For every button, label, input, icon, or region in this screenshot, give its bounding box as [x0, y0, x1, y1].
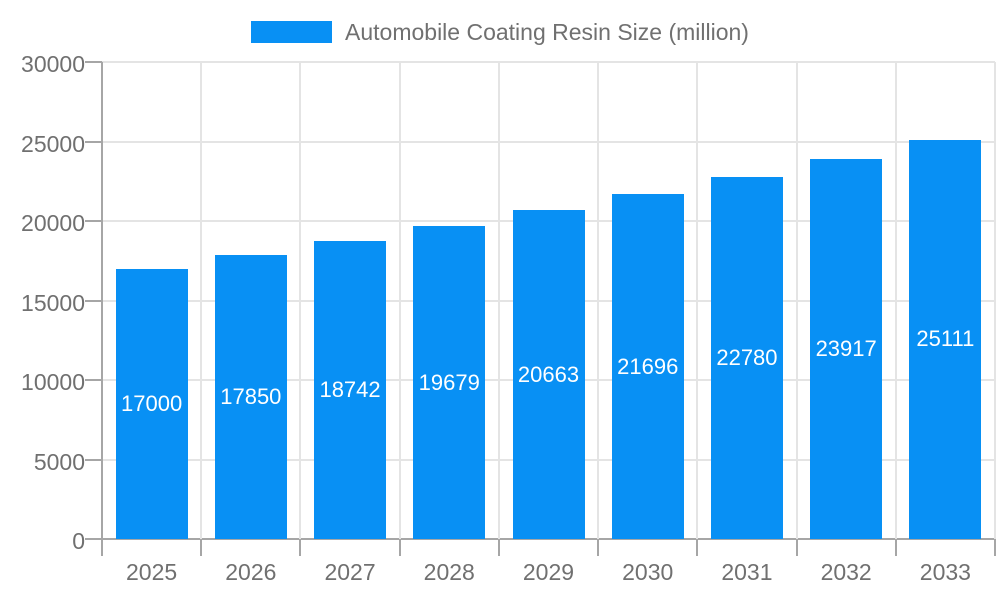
bar-value-label: 18742: [319, 376, 381, 402]
legend: Automobile Coating Resin Size (million): [0, 19, 1000, 46]
x-axis-label: 2026: [225, 559, 277, 585]
bar[interactable]: 20663: [512, 210, 585, 539]
y-axis-label: 5000: [33, 448, 85, 475]
y-axis-label: 30000: [21, 51, 85, 77]
v-gridline: [795, 62, 798, 539]
v-gridline: [497, 62, 500, 539]
v-gridline: [398, 62, 401, 539]
y-axis-label: 20000: [21, 210, 85, 236]
bar[interactable]: 19679: [413, 226, 486, 539]
v-gridline: [894, 62, 897, 539]
x-axis-label: 2031: [721, 559, 773, 585]
x-axis-label: 2029: [522, 559, 575, 585]
y-tick: [85, 61, 102, 63]
v-gridline: [994, 62, 996, 539]
h-gridline: [102, 538, 995, 540]
legend-label: Automobile Coating Resin Size (million): [345, 18, 749, 45]
x-axis-label: 2033: [919, 559, 971, 585]
h-gridline: [102, 61, 995, 63]
bar[interactable]: 23917: [810, 158, 883, 539]
x-tick: [497, 539, 500, 556]
bar[interactable]: 22780: [710, 176, 783, 539]
v-gridline: [200, 62, 203, 539]
x-tick: [994, 539, 996, 556]
v-gridline: [101, 62, 103, 539]
x-tick: [299, 539, 302, 556]
bar-value-label: 19679: [418, 369, 480, 395]
v-gridline: [597, 62, 600, 539]
bar-value-label: 23917: [815, 335, 877, 361]
bar[interactable]: 17000: [115, 268, 188, 539]
x-tick: [696, 539, 699, 556]
x-tick: [101, 539, 103, 556]
x-tick: [894, 539, 897, 556]
bar-value-label: 20663: [517, 361, 580, 387]
x-axis-label: 2030: [622, 559, 674, 585]
x-tick: [200, 539, 203, 556]
y-axis-label: 25000: [21, 130, 85, 157]
y-tick: [85, 379, 102, 381]
x-tick: [398, 539, 401, 556]
x-axis-label: 2027: [324, 559, 376, 585]
bar-value-label: 25111: [916, 326, 975, 352]
bar[interactable]: 18742: [314, 241, 387, 539]
x-tick: [597, 539, 600, 556]
x-axis-label: 2028: [423, 559, 475, 585]
bar-value-label: 21696: [617, 353, 679, 379]
y-tick: [85, 299, 102, 302]
y-tick: [85, 220, 102, 222]
v-gridline: [299, 62, 302, 539]
y-tick: [85, 458, 102, 461]
v-gridline: [696, 62, 699, 539]
legend-swatch: [251, 21, 333, 43]
y-axis-label: 10000: [21, 369, 85, 395]
h-gridline: [102, 140, 995, 143]
x-axis-label: 2025: [126, 559, 178, 585]
y-tick: [85, 538, 102, 540]
x-axis-label: 2032: [820, 559, 872, 585]
y-tick: [85, 140, 102, 143]
bar-value-label: 17850: [220, 384, 282, 410]
bar[interactable]: 21696: [611, 194, 684, 539]
bar[interactable]: 25111: [909, 139, 982, 539]
x-tick: [795, 539, 798, 556]
bar-value-label: 22780: [716, 344, 778, 370]
legend-item[interactable]: Automobile Coating Resin Size (million): [251, 19, 749, 46]
bar[interactable]: 17850: [214, 255, 287, 539]
y-axis-label: 0: [72, 528, 85, 554]
bar-value-label: 17000: [121, 390, 183, 416]
y-axis-label: 15000: [21, 289, 85, 316]
